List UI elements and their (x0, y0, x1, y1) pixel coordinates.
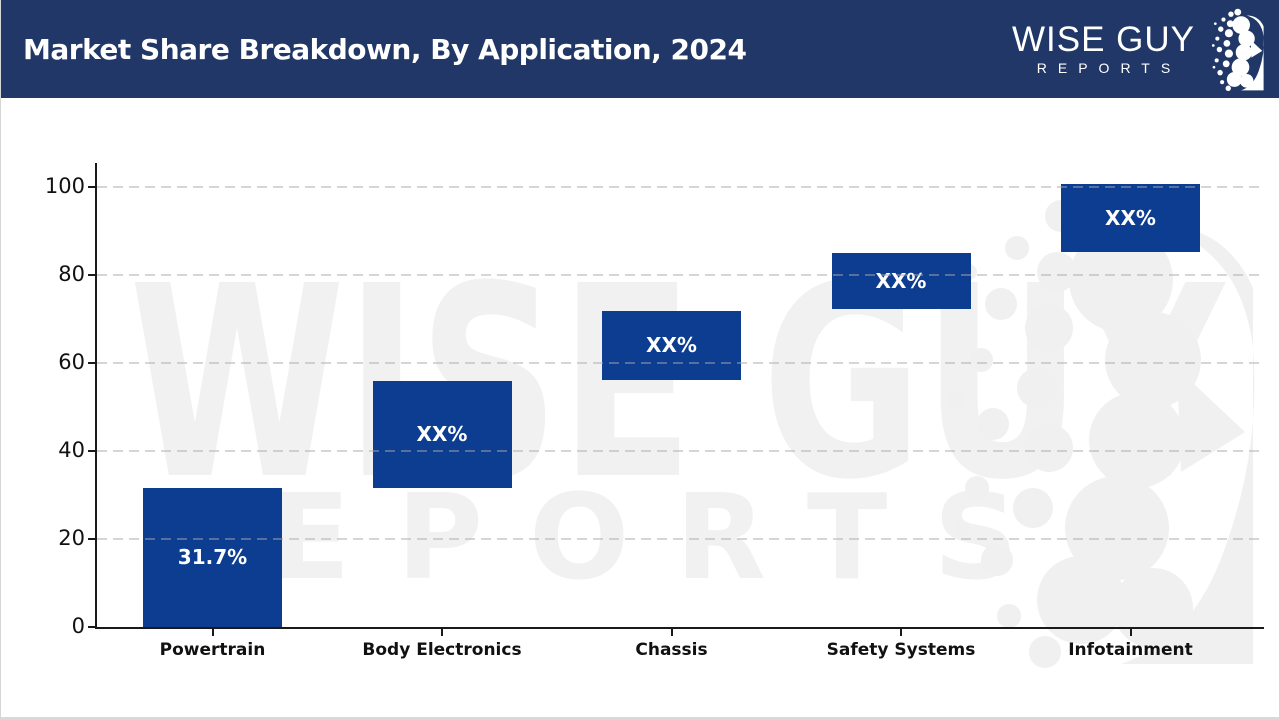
y-tick (88, 362, 97, 364)
category-label: Powertrain (159, 640, 266, 660)
category-label: Infotainment (1068, 640, 1193, 660)
y-tick (88, 626, 97, 628)
x-tick (900, 628, 902, 636)
category-label: Safety Systems (826, 640, 976, 660)
y-tick (88, 186, 97, 188)
y-axis-tick-label: 20 (58, 526, 85, 550)
bar-value-label: XX% (646, 333, 697, 358)
bar-segment: XX% (372, 381, 512, 488)
bar-value-label: XX% (875, 268, 927, 293)
logo-head-dots-icon (1211, 8, 1264, 91)
bar-segment: 31.7% (143, 487, 282, 627)
x-axis-line (95, 627, 1264, 629)
y-axis-tick-label: 40 (58, 438, 85, 462)
logo-subtitle: REPORTS (1036, 59, 1182, 76)
y-tick (88, 538, 97, 540)
y-axis-tick-label: 100 (44, 174, 85, 198)
x-tick (670, 628, 673, 636)
gridline (97, 186, 1264, 188)
logo-wordmark: WISE GUY (1011, 20, 1195, 60)
header-banner: Market Share Breakdown, By Application, … (1, 0, 1279, 98)
page-title: Market Share Breakdown, By Application, … (23, 32, 747, 66)
gridline (97, 362, 1264, 364)
bar-segment: XX% (831, 253, 971, 309)
x-tick (211, 628, 214, 636)
bar-segment: XX% (1061, 183, 1200, 253)
category-label: Body Electronics (362, 640, 522, 660)
x-tick (441, 628, 443, 636)
y-axis-tick-label: 0 (71, 614, 85, 638)
bar-value-label: 31.7% (177, 545, 248, 570)
gridline (97, 450, 1264, 452)
y-axis-line (95, 163, 97, 629)
bottom-border-strip (1, 717, 1279, 720)
watermark-head-dots-icon (949, 184, 1255, 668)
category-label: Chassis (635, 640, 708, 660)
brand-logo: WISE GUY REPORTS (1012, 6, 1267, 91)
x-tick (1129, 628, 1132, 636)
gridline (97, 538, 1264, 540)
bar-value-label: XX% (1105, 206, 1156, 230)
bar-value-label: XX% (416, 422, 468, 447)
y-tick (88, 274, 97, 276)
y-axis-tick-label: 80 (58, 262, 85, 286)
y-axis-tick-label: 60 (58, 350, 85, 374)
gridline (97, 274, 1264, 276)
bar-segment: XX% (602, 310, 741, 381)
y-tick (88, 450, 97, 452)
